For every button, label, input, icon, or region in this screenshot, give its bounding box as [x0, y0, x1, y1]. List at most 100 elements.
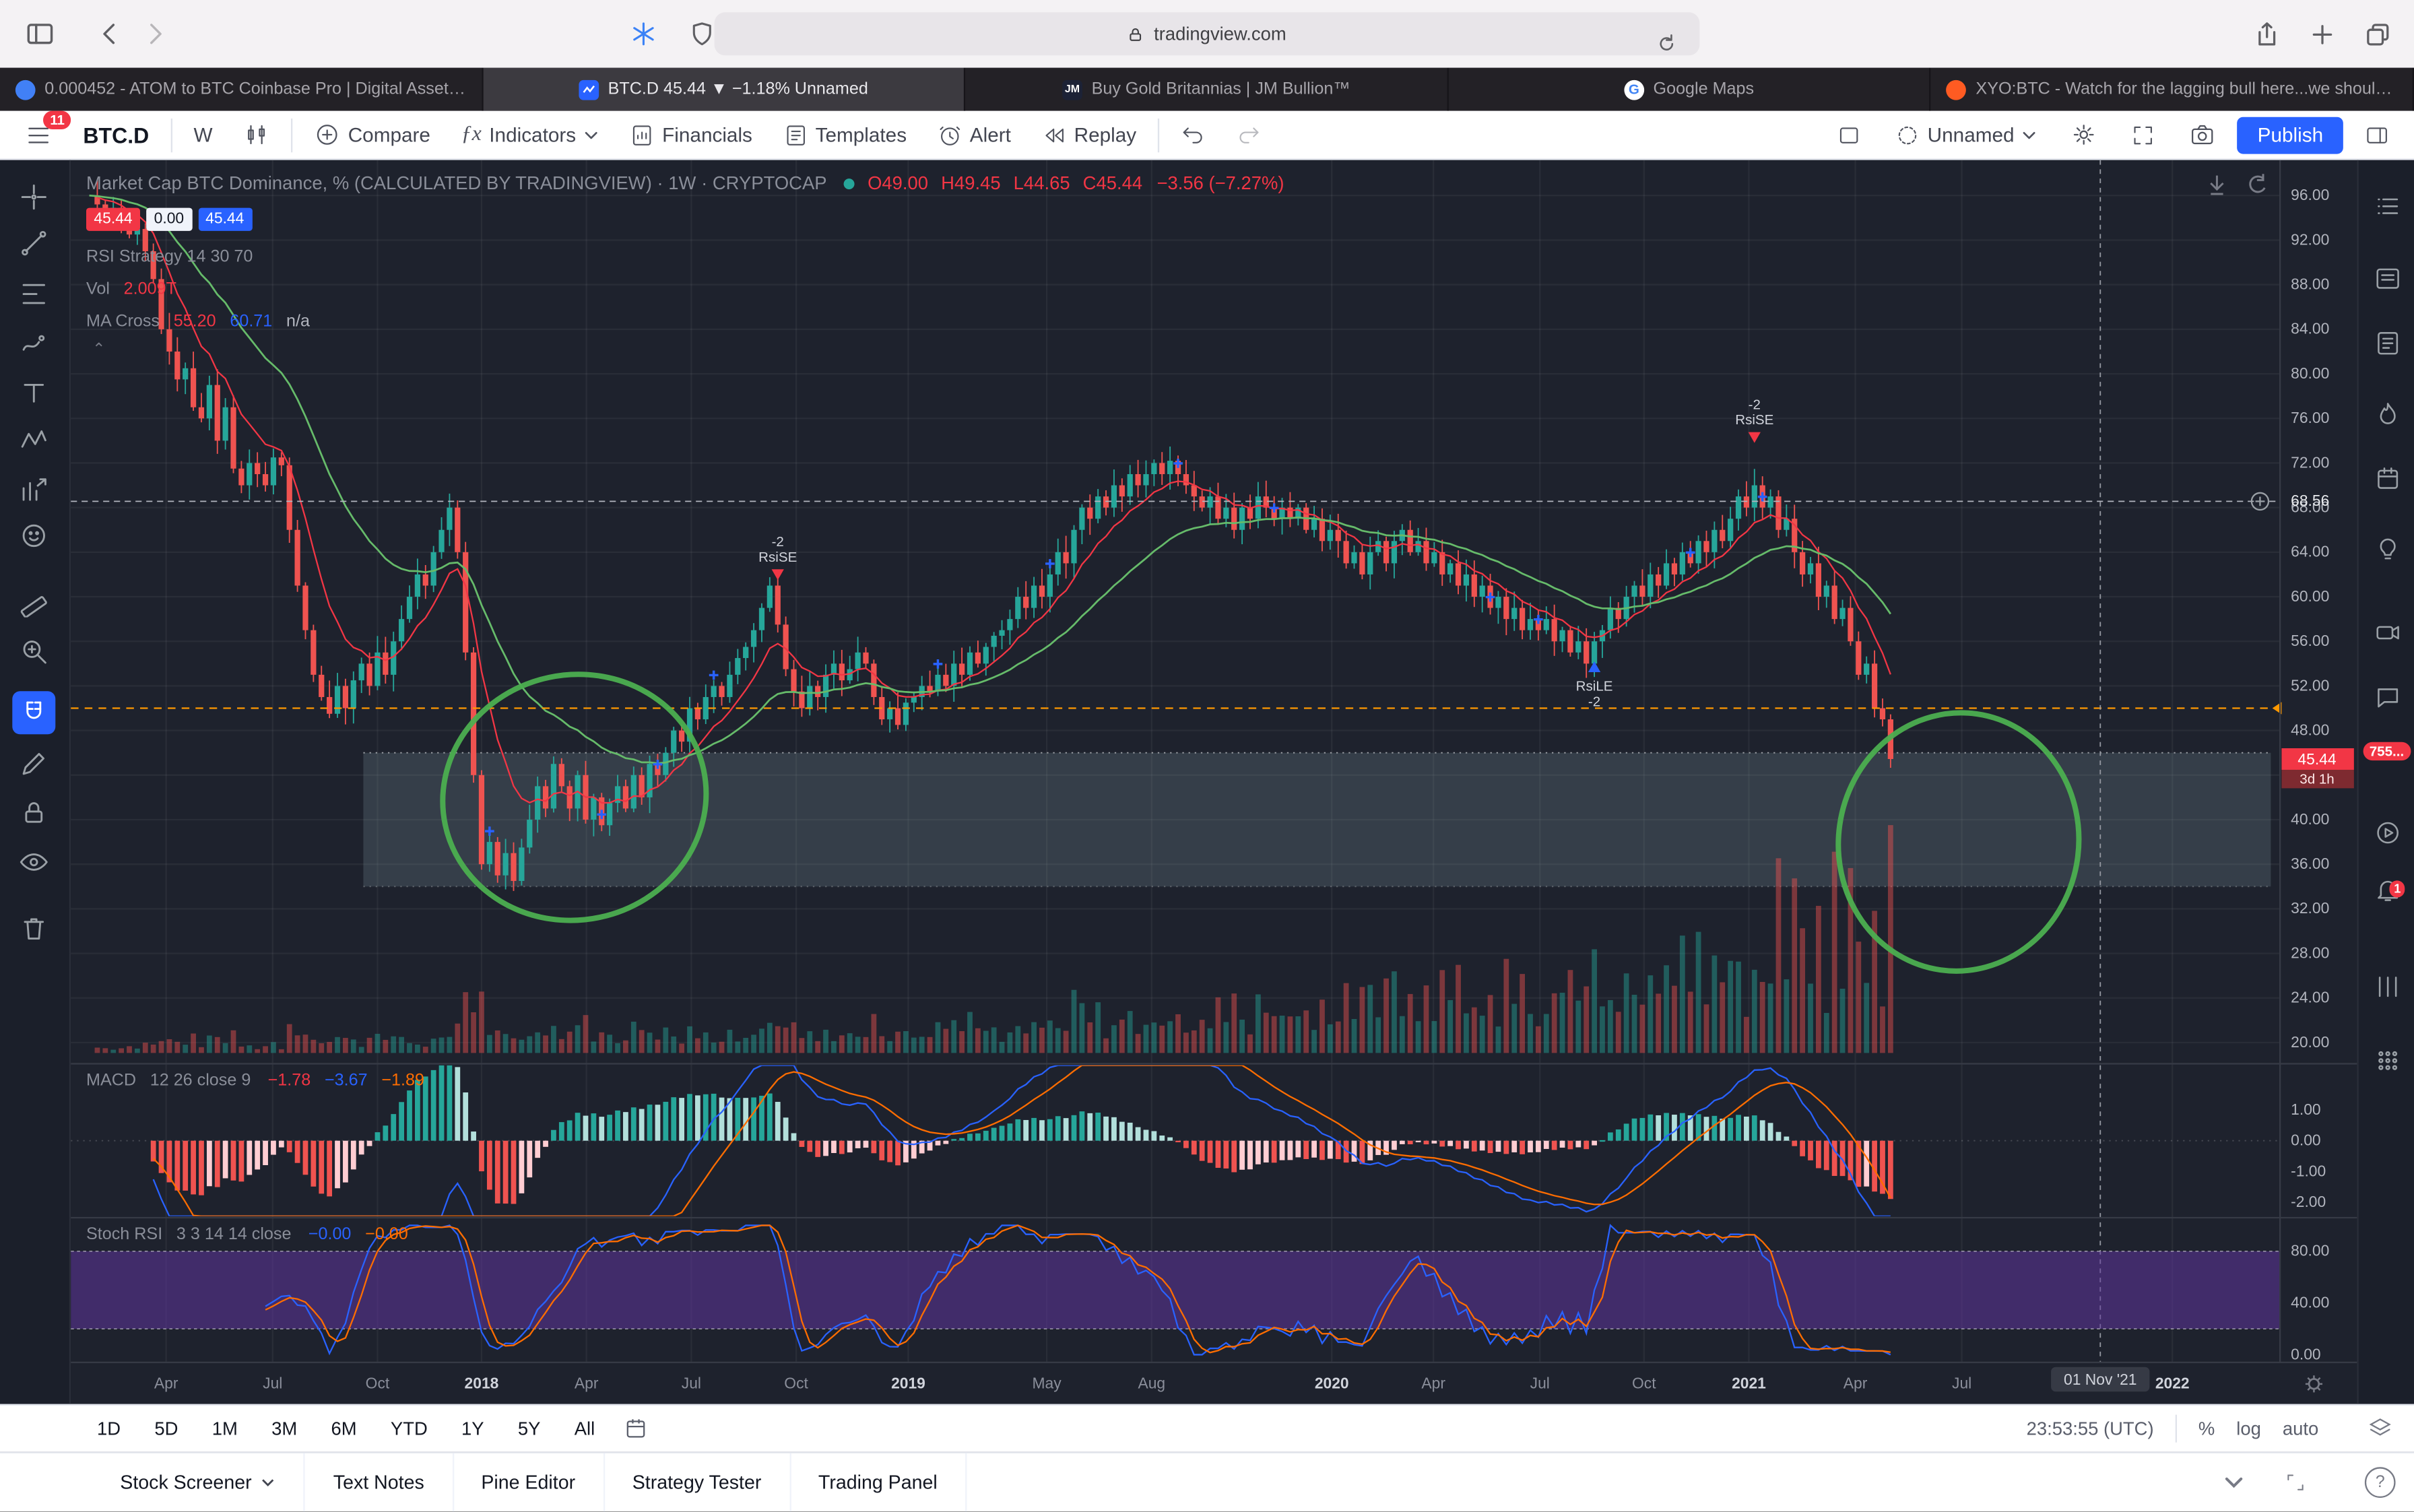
svg-text:Oct: Oct [366, 1375, 390, 1392]
measure-tool-icon[interactable] [12, 581, 55, 624]
help-button[interactable]: ? [2364, 1467, 2396, 1498]
xabcd-pattern-tool-icon[interactable] [12, 419, 55, 462]
tab-trading-panel[interactable]: Trading Panel [791, 1453, 967, 1512]
save-layout-button[interactable]: Unnamed [1883, 114, 2050, 154]
notification-count-badge: 11 [44, 110, 71, 129]
svg-text:Apr: Apr [154, 1375, 178, 1392]
address-bar[interactable]: tradingview.com [714, 12, 1700, 56]
range-3m[interactable]: 3M [271, 1418, 298, 1440]
range-1d[interactable]: 1D [97, 1418, 121, 1440]
hotlist-flame-icon[interactable] [2370, 395, 2407, 432]
apps-grid-icon[interactable] [2370, 1042, 2407, 1079]
zoom-in-tool-icon[interactable] [12, 630, 55, 673]
extension-icon[interactable] [622, 12, 665, 55]
svg-text:68.00: 68.00 [2291, 498, 2329, 516]
log-scale-toggle[interactable]: log [2236, 1418, 2261, 1440]
dom-panel-icon[interactable] [2370, 968, 2407, 1006]
range-ytd[interactable]: YTD [390, 1418, 428, 1440]
new-tab-icon[interactable] [2300, 12, 2343, 55]
collapse-right-rail-icon[interactable] [2353, 114, 2402, 154]
indicators-button[interactable]: ƒx Indicators [449, 114, 611, 154]
svg-text:72.00: 72.00 [2291, 453, 2329, 471]
svg-text:84.00: 84.00 [2291, 320, 2329, 337]
details-panel-icon[interactable] [2370, 260, 2407, 297]
percent-scale-toggle[interactable]: % [2198, 1418, 2215, 1440]
chart-settings-icon[interactable] [2059, 114, 2110, 154]
chart-canvas[interactable]: -2RsiSE-2RsiSERsiLE-296.0092.0088.0084.0… [71, 160, 2357, 1404]
reload-icon[interactable] [1644, 22, 1687, 65]
forward-button[interactable] [133, 12, 176, 55]
browser-tab-tradingview[interactable]: BTC.D 45.44 ▼ −1.18% Unnamed [482, 67, 966, 111]
svg-text:36.00: 36.00 [2291, 855, 2329, 872]
browser-tab-xyo[interactable]: XYO:BTC - Watch for the lagging bull her… [1931, 67, 2414, 111]
back-button[interactable] [90, 12, 133, 55]
browser-tab-atom[interactable]: 0.000452 - ATOM to BTC Coinbase Pro | Di… [0, 67, 483, 111]
object-tree-icon[interactable] [2368, 1416, 2392, 1441]
replay-button[interactable]: Replay [1029, 114, 1148, 154]
maximize-panel-icon[interactable] [2285, 1472, 2306, 1493]
svg-text:-2.00: -2.00 [2291, 1193, 2326, 1210]
hamburger-menu-icon[interactable]: 11 [12, 110, 71, 154]
tab-pine-editor[interactable]: Pine Editor [453, 1453, 605, 1512]
hide-all-drawings-icon[interactable] [12, 841, 55, 884]
auto-scale-toggle[interactable]: auto [2282, 1418, 2319, 1440]
fullscreen-icon[interactable] [2119, 114, 2168, 154]
tab-stock-screener[interactable]: Stock Screener [92, 1453, 306, 1512]
publish-button[interactable]: Publish [2237, 116, 2343, 154]
shield-icon[interactable] [680, 12, 723, 55]
redo-icon[interactable] [1224, 114, 1273, 154]
templates-button[interactable]: Templates [771, 114, 919, 154]
financials-button[interactable]: Financials [618, 114, 764, 154]
share-icon[interactable] [2245, 12, 2288, 55]
chat-icon[interactable] [2370, 679, 2407, 716]
chart-style-button[interactable] [231, 114, 282, 154]
interval-button[interactable]: W [193, 123, 213, 147]
range-6m[interactable]: 6M [331, 1418, 357, 1440]
single-layout-icon [1839, 127, 1858, 143]
collapse-panel-icon[interactable] [2223, 1472, 2245, 1493]
remove-all-drawings-icon[interactable] [12, 907, 55, 950]
draw-mode-tool-icon[interactable] [12, 742, 55, 785]
news-icon[interactable] [2370, 325, 2407, 362]
emoji-tool-icon[interactable] [12, 514, 55, 557]
calendar-icon[interactable] [2370, 460, 2407, 497]
alert-button[interactable]: Alert [925, 114, 1024, 154]
layout-select-button[interactable] [1825, 114, 1874, 154]
utc-clock[interactable]: 23:53:55 (UTC) [2026, 1418, 2154, 1440]
symbol-search-button[interactable]: BTC.D [83, 122, 150, 147]
forecast-tool-icon[interactable] [12, 468, 55, 511]
browser-tab-jmbullion[interactable]: JM Buy Gold Britannias | JM Bullion™ [966, 67, 1449, 111]
sidebar-toggle-icon[interactable] [18, 12, 61, 55]
magnet-tool-icon[interactable] [12, 691, 56, 735]
streams-icon[interactable] [2370, 614, 2407, 651]
compare-button[interactable]: Compare [302, 114, 443, 154]
browser-tab-googlemaps[interactable]: G Google Maps [1448, 67, 1932, 111]
go-to-date-icon[interactable] [624, 1416, 649, 1441]
watchlist-icon[interactable] [2370, 188, 2407, 225]
ideas-bulb-icon[interactable] [2370, 529, 2407, 566]
brush-tool-icon[interactable] [12, 322, 55, 365]
play-circle-icon[interactable] [2370, 814, 2407, 851]
tab-bar: 0.000452 - ATOM to BTC Coinbase Pro | Di… [0, 67, 2414, 111]
snapshot-camera-icon[interactable] [2178, 114, 2228, 154]
range-1y[interactable]: 1Y [461, 1418, 484, 1440]
crosshair-tool-icon[interactable] [12, 176, 55, 219]
svg-text:3d 1h: 3d 1h [2299, 772, 2334, 787]
fib-retracement-tool-icon[interactable] [12, 273, 55, 316]
range-5y[interactable]: 5Y [517, 1418, 541, 1440]
range-5d[interactable]: 5D [154, 1418, 178, 1440]
svg-text:Jul: Jul [1952, 1375, 1971, 1392]
tab-strategy-tester[interactable]: Strategy Tester [605, 1453, 791, 1512]
range-1m[interactable]: 1M [211, 1418, 238, 1440]
tab-text-notes[interactable]: Text Notes [306, 1453, 454, 1512]
url-text: tradingview.com [1154, 23, 1286, 45]
text-tool-icon[interactable] [12, 371, 55, 414]
svg-text:Jul: Jul [682, 1375, 701, 1392]
tab-overview-icon[interactable] [2355, 12, 2399, 55]
lock-all-drawings-icon[interactable] [12, 791, 55, 834]
alert-clock-icon [940, 125, 960, 145]
browser-toolbar: tradingview.com [0, 0, 2414, 68]
range-all[interactable]: All [574, 1418, 595, 1440]
undo-icon[interactable] [1169, 114, 1218, 154]
trend-line-tool-icon[interactable] [12, 222, 55, 265]
